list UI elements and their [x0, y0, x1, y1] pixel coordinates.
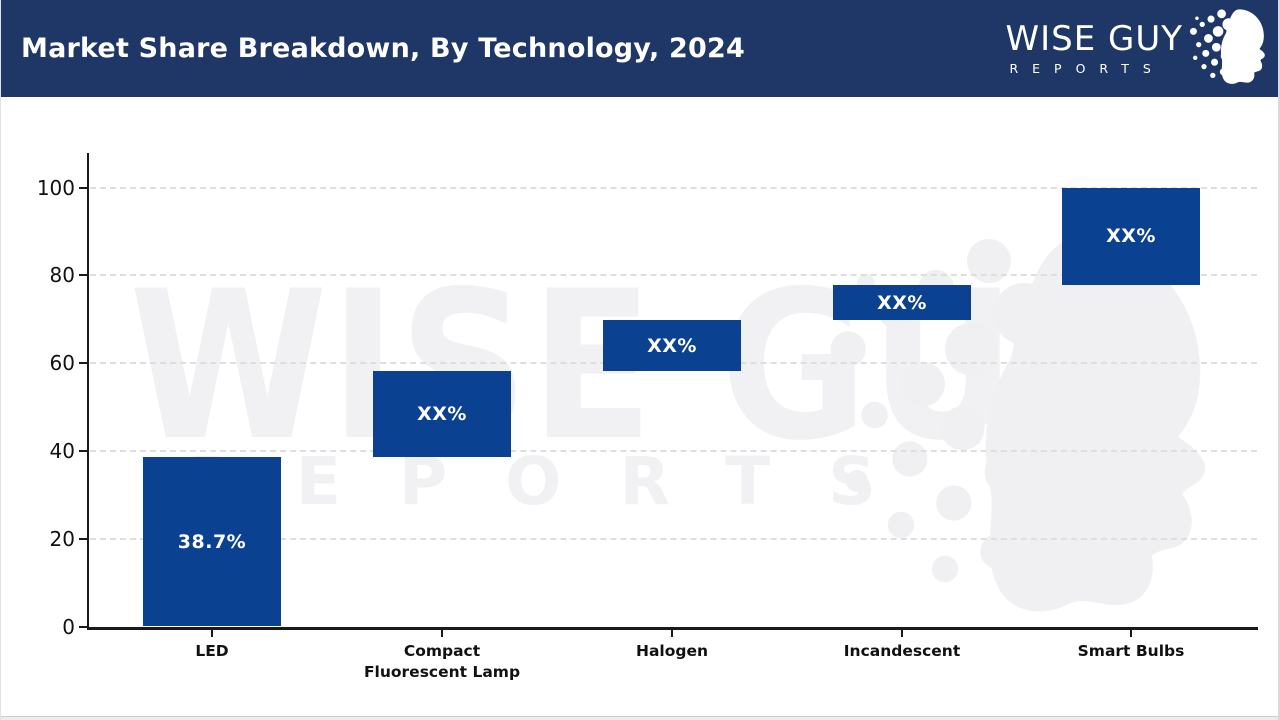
- x-tick-label: Smart Bulbs: [1077, 642, 1185, 660]
- gridline: [90, 449, 1257, 452]
- gridline: [90, 537, 1257, 540]
- logo-wordmark: WISE GUY: [1005, 19, 1183, 59]
- bar-smart-bulbs: XX%: [1062, 187, 1200, 285]
- y-tick-mark: [79, 186, 88, 189]
- y-tick-mark: [79, 537, 88, 540]
- y-tick-mark: [79, 274, 88, 277]
- gridline: [90, 274, 1257, 277]
- x-axis-line: [89, 627, 1258, 630]
- logo-face-icon: [1189, 9, 1265, 84]
- x-tick-label: LED: [195, 642, 229, 660]
- y-axis-line: [87, 153, 89, 630]
- y-tick-mark: [79, 625, 88, 628]
- bottom-border-line: [1, 716, 1278, 717]
- x-tick-mark: [441, 629, 443, 637]
- bar-compact-fluorescent-lamp: XX%: [373, 371, 511, 457]
- bar-led: 38.7%: [143, 456, 281, 627]
- bar-value-label: XX%: [647, 334, 697, 357]
- bar-halogen: XX%: [603, 320, 741, 371]
- waterfall-chart: 38.7% XX% XX% XX% XX% 0 20 40 60 80 100 LED Compact…: [1, 97, 1278, 717]
- y-tick-mark: [79, 362, 88, 365]
- x-tick-mark: [671, 629, 673, 637]
- y-tick-label: 100: [36, 175, 75, 200]
- chart-title: Market Share Breakdown, By Technology, 2…: [21, 33, 746, 64]
- y-tick-label: 0: [62, 614, 75, 639]
- brand-logo: WISE GUY REPORTS: [1005, 8, 1267, 90]
- y-tick-label: 80: [49, 263, 75, 288]
- header-bar: Market Share Breakdown, By Technology, 2…: [1, 0, 1278, 97]
- x-tick-label: Incandescent: [843, 642, 961, 660]
- gridline: [90, 186, 1257, 189]
- x-tick-label: Halogen: [635, 642, 709, 660]
- bar-value-label: 38.7%: [177, 530, 247, 553]
- x-tick-mark: [211, 629, 213, 637]
- bar-value-label: XX%: [1106, 225, 1156, 248]
- bar-value-label: XX%: [877, 291, 927, 314]
- y-tick-label: 20: [49, 526, 75, 551]
- x-tick-label: Compact Fluorescent Lamp: [363, 642, 521, 681]
- y-tick-label: 40: [49, 438, 75, 463]
- x-tick-mark: [901, 629, 903, 637]
- y-tick-label: 60: [49, 351, 75, 376]
- bar-incandescent: XX%: [833, 284, 971, 321]
- logo-reports-text: REPORTS: [1009, 61, 1165, 76]
- y-tick-mark: [79, 449, 88, 452]
- bar-value-label: XX%: [417, 402, 467, 425]
- bottom-edge-strip: [1, 717, 1278, 720]
- x-tick-mark: [1130, 629, 1132, 637]
